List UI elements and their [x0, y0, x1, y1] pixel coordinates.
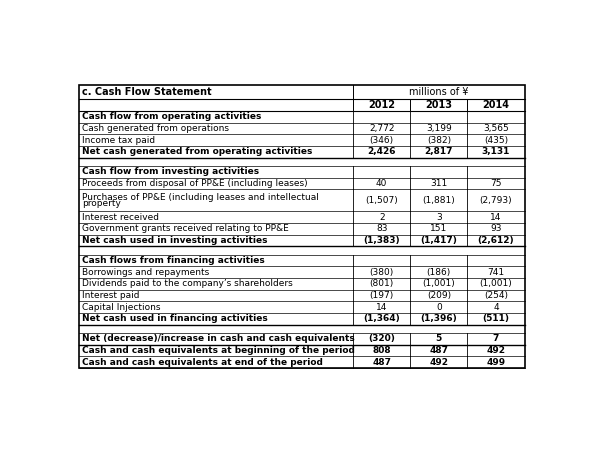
- Text: (1,417): (1,417): [421, 236, 457, 245]
- Text: (320): (320): [368, 335, 395, 344]
- Text: 492: 492: [487, 346, 505, 355]
- Text: Income tax paid: Income tax paid: [82, 136, 155, 144]
- Text: (380): (380): [369, 268, 394, 277]
- Text: 3: 3: [436, 213, 442, 222]
- Text: 808: 808: [372, 346, 391, 355]
- Text: 2,426: 2,426: [368, 147, 396, 156]
- Text: (1,396): (1,396): [421, 314, 457, 323]
- Text: 2013: 2013: [425, 100, 452, 110]
- Text: 4: 4: [493, 303, 499, 312]
- Text: Cash flows from financing activities: Cash flows from financing activities: [82, 256, 264, 265]
- Text: Interest paid: Interest paid: [82, 291, 140, 300]
- Text: 75: 75: [490, 179, 502, 188]
- Text: 5: 5: [436, 335, 442, 344]
- Text: (2,612): (2,612): [478, 236, 514, 245]
- Text: Net cash used in investing activities: Net cash used in investing activities: [82, 236, 267, 245]
- Text: (186): (186): [426, 268, 451, 277]
- Text: 2,817: 2,817: [425, 147, 453, 156]
- Text: c. Cash Flow Statement: c. Cash Flow Statement: [82, 87, 212, 97]
- Text: 311: 311: [430, 179, 448, 188]
- Text: (1,383): (1,383): [363, 236, 400, 245]
- Text: 0: 0: [436, 303, 442, 312]
- Text: Cash flow from operating activities: Cash flow from operating activities: [82, 112, 261, 122]
- Text: 3,565: 3,565: [483, 124, 509, 133]
- Text: Borrowings and repayments: Borrowings and repayments: [82, 268, 209, 277]
- Text: 3,131: 3,131: [482, 147, 510, 156]
- Text: (254): (254): [484, 291, 508, 300]
- Text: 499: 499: [487, 358, 505, 367]
- Text: Net cash generated from operating activities: Net cash generated from operating activi…: [82, 147, 312, 156]
- Text: property: property: [82, 199, 121, 208]
- Text: Cash generated from operations: Cash generated from operations: [82, 124, 229, 133]
- Text: (1,001): (1,001): [479, 279, 512, 288]
- Text: Government grants received relating to PP&E: Government grants received relating to P…: [82, 224, 289, 234]
- Text: 14: 14: [490, 213, 502, 222]
- Text: (1,364): (1,364): [363, 314, 400, 323]
- Text: (209): (209): [427, 291, 451, 300]
- Text: 7: 7: [493, 335, 499, 344]
- Text: (435): (435): [484, 136, 508, 144]
- Text: 151: 151: [430, 224, 448, 234]
- Text: Proceeds from disposal of PP&E (including leases): Proceeds from disposal of PP&E (includin…: [82, 179, 307, 188]
- Text: Net (decrease)/increase in cash and cash equivalents: Net (decrease)/increase in cash and cash…: [82, 335, 355, 344]
- Text: 93: 93: [490, 224, 502, 234]
- Text: 14: 14: [376, 303, 388, 312]
- Text: 2: 2: [379, 213, 385, 222]
- Text: (2,793): (2,793): [479, 196, 512, 205]
- Text: 2012: 2012: [368, 100, 395, 110]
- Text: Cash flow from investing activities: Cash flow from investing activities: [82, 167, 259, 176]
- Text: Purchases of PP&E (including leases and intellectual: Purchases of PP&E (including leases and …: [82, 193, 319, 202]
- Text: Interest received: Interest received: [82, 213, 159, 222]
- Text: 2014: 2014: [482, 100, 509, 110]
- Text: 3,199: 3,199: [426, 124, 452, 133]
- Text: 83: 83: [376, 224, 388, 234]
- Text: millions of ¥: millions of ¥: [409, 87, 468, 97]
- Text: Cash and cash equivalents at beginning of the period: Cash and cash equivalents at beginning o…: [82, 346, 355, 355]
- Text: (801): (801): [369, 279, 394, 288]
- Text: Capital Injections: Capital Injections: [82, 303, 160, 312]
- Text: Cash and cash equivalents at end of the period: Cash and cash equivalents at end of the …: [82, 358, 323, 367]
- Text: 2,772: 2,772: [369, 124, 395, 133]
- Text: (382): (382): [427, 136, 451, 144]
- Bar: [79, 85, 525, 368]
- Text: 492: 492: [429, 358, 448, 367]
- Text: (511): (511): [482, 314, 509, 323]
- Text: (346): (346): [370, 136, 393, 144]
- Text: 40: 40: [376, 179, 388, 188]
- Text: Net cash used in financing activities: Net cash used in financing activities: [82, 314, 267, 323]
- Text: (197): (197): [369, 291, 394, 300]
- Text: 487: 487: [372, 358, 391, 367]
- Text: 487: 487: [429, 346, 448, 355]
- Text: (1,881): (1,881): [422, 196, 455, 205]
- Text: Dividends paid to the company’s shareholders: Dividends paid to the company’s sharehol…: [82, 279, 293, 288]
- Text: 741: 741: [488, 268, 505, 277]
- Text: (1,001): (1,001): [422, 279, 455, 288]
- Text: (1,507): (1,507): [365, 196, 398, 205]
